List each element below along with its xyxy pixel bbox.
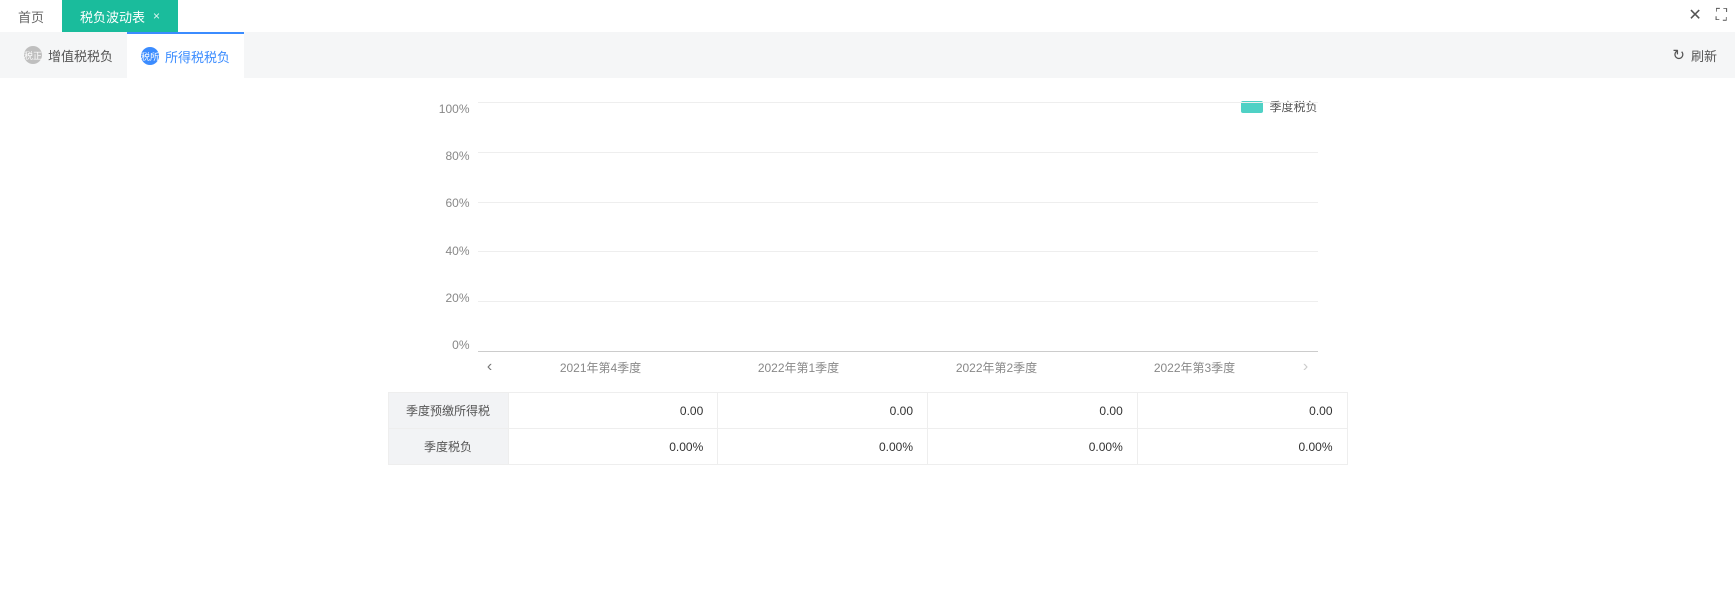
x-axis: ‹ 2021年第4季度 2022年第1季度 2022年第2季度 2022年第3季…: [478, 352, 1318, 382]
x-label: 2022年第3季度: [1096, 359, 1294, 376]
x-label: 2022年第1季度: [700, 359, 898, 376]
vat-badge-icon: 税正: [24, 46, 42, 64]
toolbar-right: ↻ 刷新: [1672, 32, 1717, 78]
subtab-income-label: 所得税税负: [165, 47, 230, 66]
table-cell: 0.00: [508, 393, 718, 429]
x-labels: 2021年第4季度 2022年第1季度 2022年第2季度 2022年第3季度: [502, 359, 1294, 376]
subtab-vat-label: 增值税税负: [48, 46, 113, 65]
refresh-button[interactable]: ↻ 刷新: [1672, 46, 1717, 65]
chart-area: 100% 80% 60% 40% 20% 0%: [418, 102, 1318, 352]
table-cell: 0.00: [1137, 393, 1347, 429]
y-tick: 0%: [452, 338, 469, 352]
chart-prev-icon[interactable]: ‹: [478, 358, 502, 376]
refresh-icon: ↻: [1672, 46, 1685, 64]
sub-tab-strip: 税正 增值税税负 税所 所得税税负 ↻ 刷新: [0, 32, 1735, 78]
top-tab-bar: 首页 税负波动表 × ✕ ⛶: [0, 0, 1735, 32]
window-close-icon[interactable]: ✕: [1688, 8, 1701, 24]
table-cell: 0.00%: [718, 429, 928, 465]
y-tick: 40%: [445, 244, 469, 258]
table-cell: 0.00%: [508, 429, 718, 465]
top-right-icons: ✕ ⛶: [1688, 0, 1727, 32]
table-cell: 0.00: [928, 393, 1138, 429]
y-axis: 100% 80% 60% 40% 20% 0%: [418, 102, 478, 352]
row-header: 季度税负: [388, 429, 508, 465]
table-row: 季度税负 0.00% 0.00% 0.00% 0.00%: [388, 429, 1347, 465]
table-row: 季度预缴所得税 0.00 0.00 0.00 0.00: [388, 393, 1347, 429]
refresh-label: 刷新: [1691, 46, 1717, 65]
y-tick: 60%: [445, 196, 469, 210]
fullscreen-icon[interactable]: ⛶: [1716, 8, 1727, 24]
income-badge-icon: 税所: [141, 47, 159, 65]
tab-home[interactable]: 首页: [0, 0, 62, 32]
y-tick: 80%: [445, 149, 469, 163]
content-area: 季度税负 100% 80% 60% 40% 20% 0% ‹ 2021年: [0, 78, 1735, 465]
y-tick: 20%: [445, 291, 469, 305]
tab-home-label: 首页: [18, 7, 44, 26]
tab-tax-fluctuation-label: 税负波动表: [80, 7, 145, 26]
tab-close-icon[interactable]: ×: [153, 9, 160, 23]
table-cell: 0.00: [718, 393, 928, 429]
chart-container: 季度税负 100% 80% 60% 40% 20% 0% ‹ 2021年: [418, 102, 1318, 382]
subtab-vat[interactable]: 税正 增值税税负: [10, 32, 127, 78]
tab-tax-fluctuation[interactable]: 税负波动表 ×: [62, 0, 178, 32]
data-table: 季度预缴所得税 0.00 0.00 0.00 0.00 季度税负 0.00% 0…: [388, 392, 1348, 465]
x-label: 2022年第2季度: [898, 359, 1096, 376]
table-cell: 0.00%: [928, 429, 1138, 465]
chart-next-icon[interactable]: ›: [1294, 358, 1318, 376]
table-cell: 0.00%: [1137, 429, 1347, 465]
row-header: 季度预缴所得税: [388, 393, 508, 429]
subtab-income[interactable]: 税所 所得税税负: [127, 32, 244, 78]
x-label: 2021年第4季度: [502, 359, 700, 376]
chart-plot: [478, 102, 1318, 352]
y-tick: 100%: [439, 102, 470, 116]
